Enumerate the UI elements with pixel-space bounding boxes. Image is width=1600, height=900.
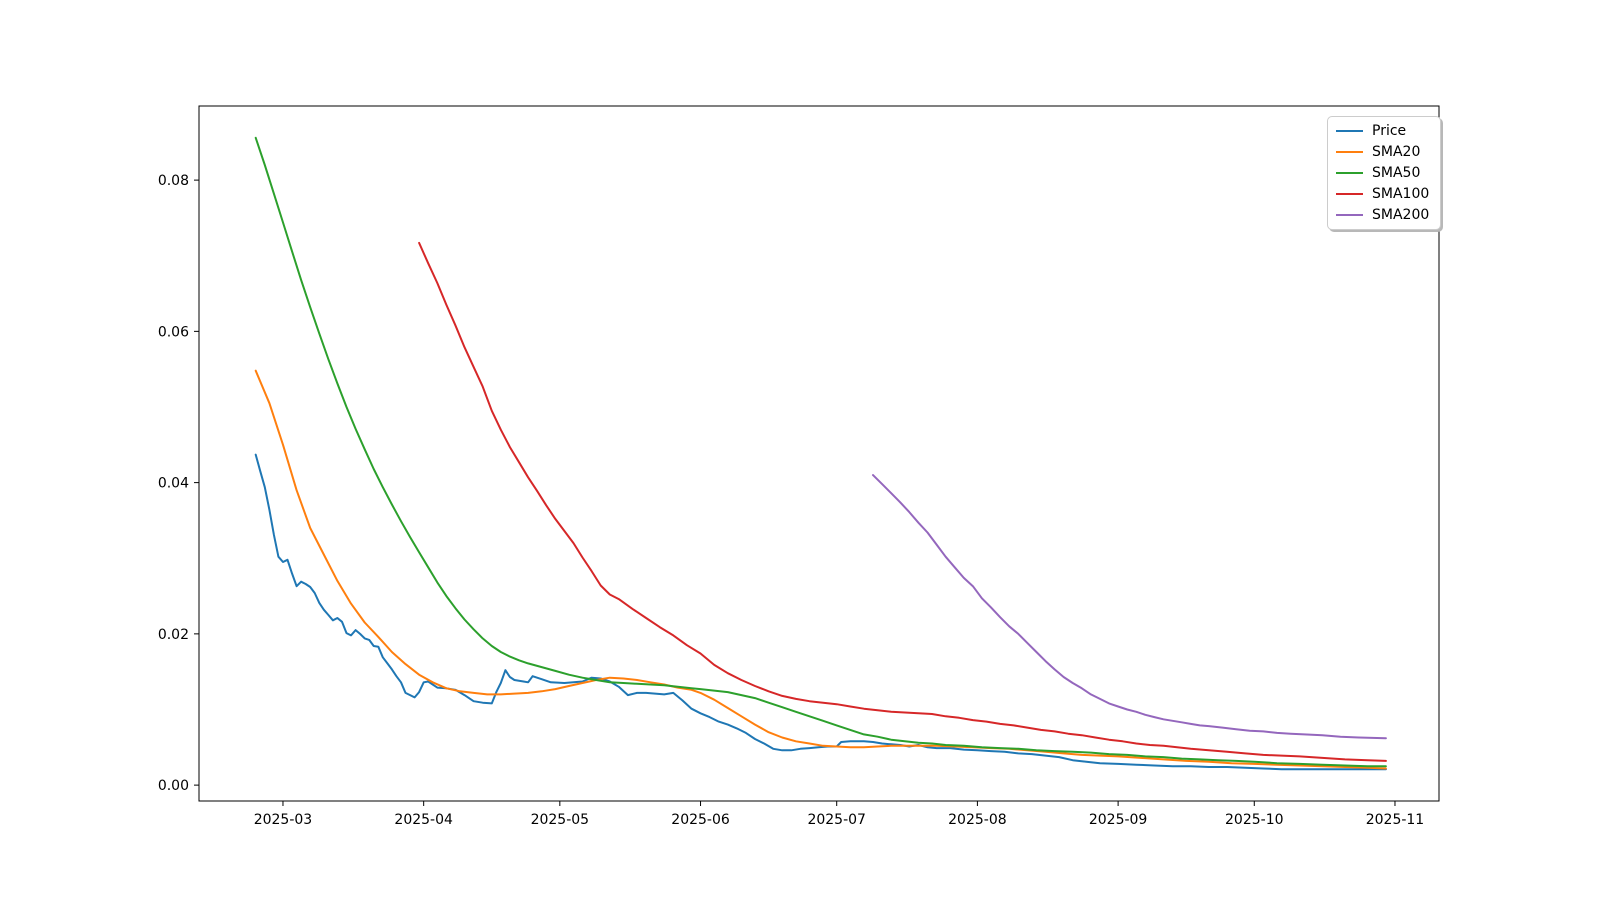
x-tick-label: 2025-08 <box>948 812 1007 828</box>
legend-line-sample <box>1336 193 1363 195</box>
legend-item-sma200: SMA200 <box>1336 208 1432 222</box>
legend-label: Price <box>1372 123 1407 139</box>
legend-label: SMA20 <box>1372 144 1421 160</box>
x-tick-label: 2025-11 <box>1366 812 1425 828</box>
series-line-sma200 <box>872 474 1387 740</box>
y-tick-label: 0.02 <box>158 627 189 643</box>
legend-label: SMA100 <box>1372 186 1430 202</box>
legend-label: SMA200 <box>1372 207 1430 223</box>
legend-line-sample <box>1336 151 1363 153</box>
x-tick-label: 2025-03 <box>254 812 313 828</box>
y-tick-label: 0.08 <box>158 173 189 189</box>
legend-item-sma50: SMA50 <box>1336 166 1432 180</box>
x-tick-label: 2025-07 <box>807 812 866 828</box>
series-line-sma20 <box>254 369 1387 770</box>
x-tick-label: 2025-04 <box>394 812 453 828</box>
y-tick-label: 0.06 <box>158 324 189 340</box>
legend-line-sample <box>1336 214 1363 216</box>
plot-area <box>198 105 1440 802</box>
legend-label: SMA50 <box>1372 165 1421 181</box>
y-tick-label: 0.04 <box>158 476 189 492</box>
legend-line-sample <box>1336 172 1363 174</box>
legend-item-sma100: SMA100 <box>1336 187 1432 201</box>
x-tick-label: 2025-09 <box>1089 812 1148 828</box>
y-tick-label: 0.00 <box>158 778 189 794</box>
series-line-price <box>254 453 1387 771</box>
legend-line-sample <box>1336 130 1363 132</box>
x-tick-label: 2025-05 <box>531 812 590 828</box>
x-tick-label: 2025-06 <box>671 812 730 828</box>
legend-item-price: Price <box>1336 124 1432 138</box>
legend-item-sma20: SMA20 <box>1336 145 1432 159</box>
series-line-sma100 <box>418 241 1387 762</box>
x-tick-label: 2025-10 <box>1225 812 1284 828</box>
series-line-sma50 <box>254 136 1387 768</box>
legend: Price SMA20 SMA50 SMA100 SMA200 <box>1327 116 1441 230</box>
